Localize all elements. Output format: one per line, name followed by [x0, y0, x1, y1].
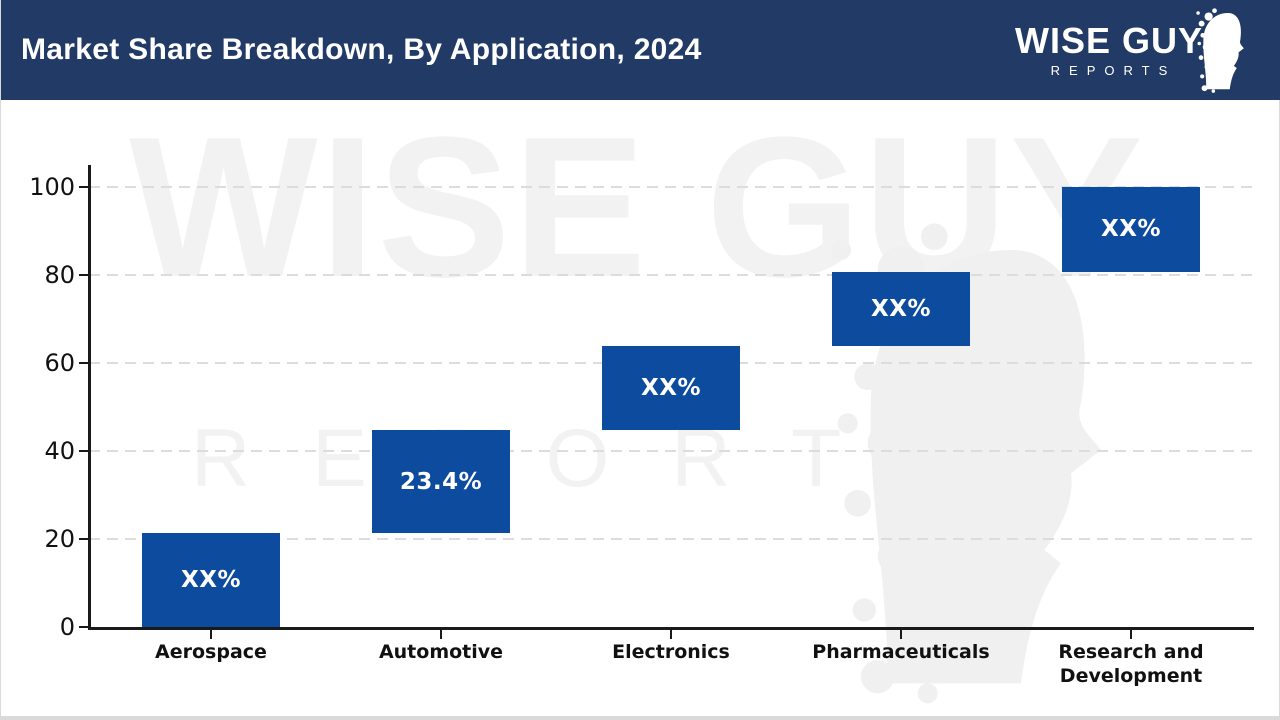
bar-value-label: XX% [1100, 216, 1161, 243]
watermark-head-icon [831, 223, 1101, 704]
brand-logo: WISE GUY REPORTS [1015, 6, 1280, 94]
brand-wordmark: WISE GUY [1014, 19, 1203, 61]
bar-value-label: XX% [640, 375, 701, 402]
y-tick-20 [79, 537, 88, 541]
x-category-label: Research and Development [1058, 641, 1204, 687]
y-tick-40 [79, 449, 88, 453]
x-tick-1 [439, 630, 443, 639]
x-category-label: Automotive [378, 641, 504, 663]
bar-value-label: 23.4% [399, 468, 483, 495]
footer-divider [1, 716, 1280, 720]
bar-automotive: 23.4% [372, 430, 510, 534]
y-tick-0 [79, 625, 88, 629]
x-tick-4 [1129, 630, 1133, 639]
y-tick-label-0: 0 [59, 613, 75, 641]
y-tick-60 [79, 361, 88, 365]
gridline-80 [89, 274, 1254, 276]
x-tick-2 [669, 630, 673, 639]
bar-aerospace: XX% [142, 533, 280, 627]
x-axis [88, 627, 1254, 630]
brand-subword: REPORTS [1050, 62, 1177, 78]
gridline-100 [89, 186, 1254, 188]
y-tick-label-100: 100 [29, 173, 75, 201]
y-axis [88, 165, 91, 630]
gridline-20 [89, 538, 1254, 540]
bar-research-and-development: XX% [1062, 187, 1200, 272]
gridline-40 [89, 450, 1254, 452]
x-category-label: Aerospace [155, 641, 267, 663]
bar-electronics: XX% [602, 345, 740, 431]
brand-head-icon [1196, 8, 1244, 93]
y-tick-label-40: 40 [44, 437, 75, 465]
bar-value-label: XX% [180, 567, 241, 594]
x-category-label: Pharmaceuticals [812, 641, 990, 663]
bar-pharmaceuticals: XX% [832, 271, 970, 346]
y-tick-label-80: 80 [44, 261, 75, 289]
watermark-subword: REPORTS [191, 413, 1020, 504]
bar-value-label: XX% [870, 295, 931, 322]
y-tick-label-60: 60 [44, 349, 75, 377]
header-bar: Market Share Breakdown, By Application, … [1, 0, 1280, 100]
x-tick-3 [899, 630, 903, 639]
x-category-label: Electronics [612, 641, 730, 663]
y-tick-100 [79, 185, 88, 189]
chart-title: Market Share Breakdown, By Application, … [21, 33, 702, 66]
brand-logo-text: WISE GUY REPORTS [1014, 19, 1203, 78]
y-tick-label-20: 20 [44, 525, 75, 553]
x-tick-0 [209, 630, 213, 639]
y-tick-80 [79, 273, 88, 277]
